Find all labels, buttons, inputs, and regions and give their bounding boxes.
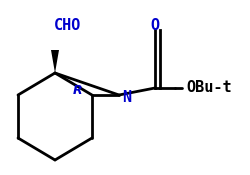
Text: OBu-t: OBu-t — [185, 80, 231, 96]
Polygon shape — [51, 50, 59, 73]
Text: R: R — [73, 83, 83, 96]
Text: N: N — [122, 90, 130, 106]
Text: O: O — [150, 18, 159, 33]
Text: CHO: CHO — [54, 18, 81, 33]
